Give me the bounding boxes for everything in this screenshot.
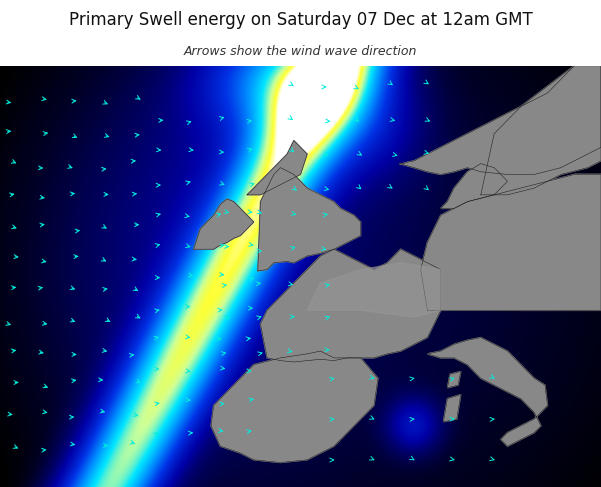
Polygon shape xyxy=(481,66,601,195)
Polygon shape xyxy=(441,164,507,208)
Polygon shape xyxy=(521,174,601,310)
Polygon shape xyxy=(399,66,601,174)
Polygon shape xyxy=(194,199,254,249)
Polygon shape xyxy=(427,337,548,446)
Polygon shape xyxy=(260,249,441,362)
Polygon shape xyxy=(307,263,441,317)
Polygon shape xyxy=(247,140,307,195)
Polygon shape xyxy=(444,394,461,422)
Polygon shape xyxy=(258,168,361,271)
Text: Arrows show the wind wave direction: Arrows show the wind wave direction xyxy=(184,45,417,58)
Polygon shape xyxy=(447,372,461,388)
Polygon shape xyxy=(211,351,378,463)
Text: Primary Swell energy on Saturday 07 Dec at 12am GMT: Primary Swell energy on Saturday 07 Dec … xyxy=(69,11,532,29)
Polygon shape xyxy=(421,174,601,310)
